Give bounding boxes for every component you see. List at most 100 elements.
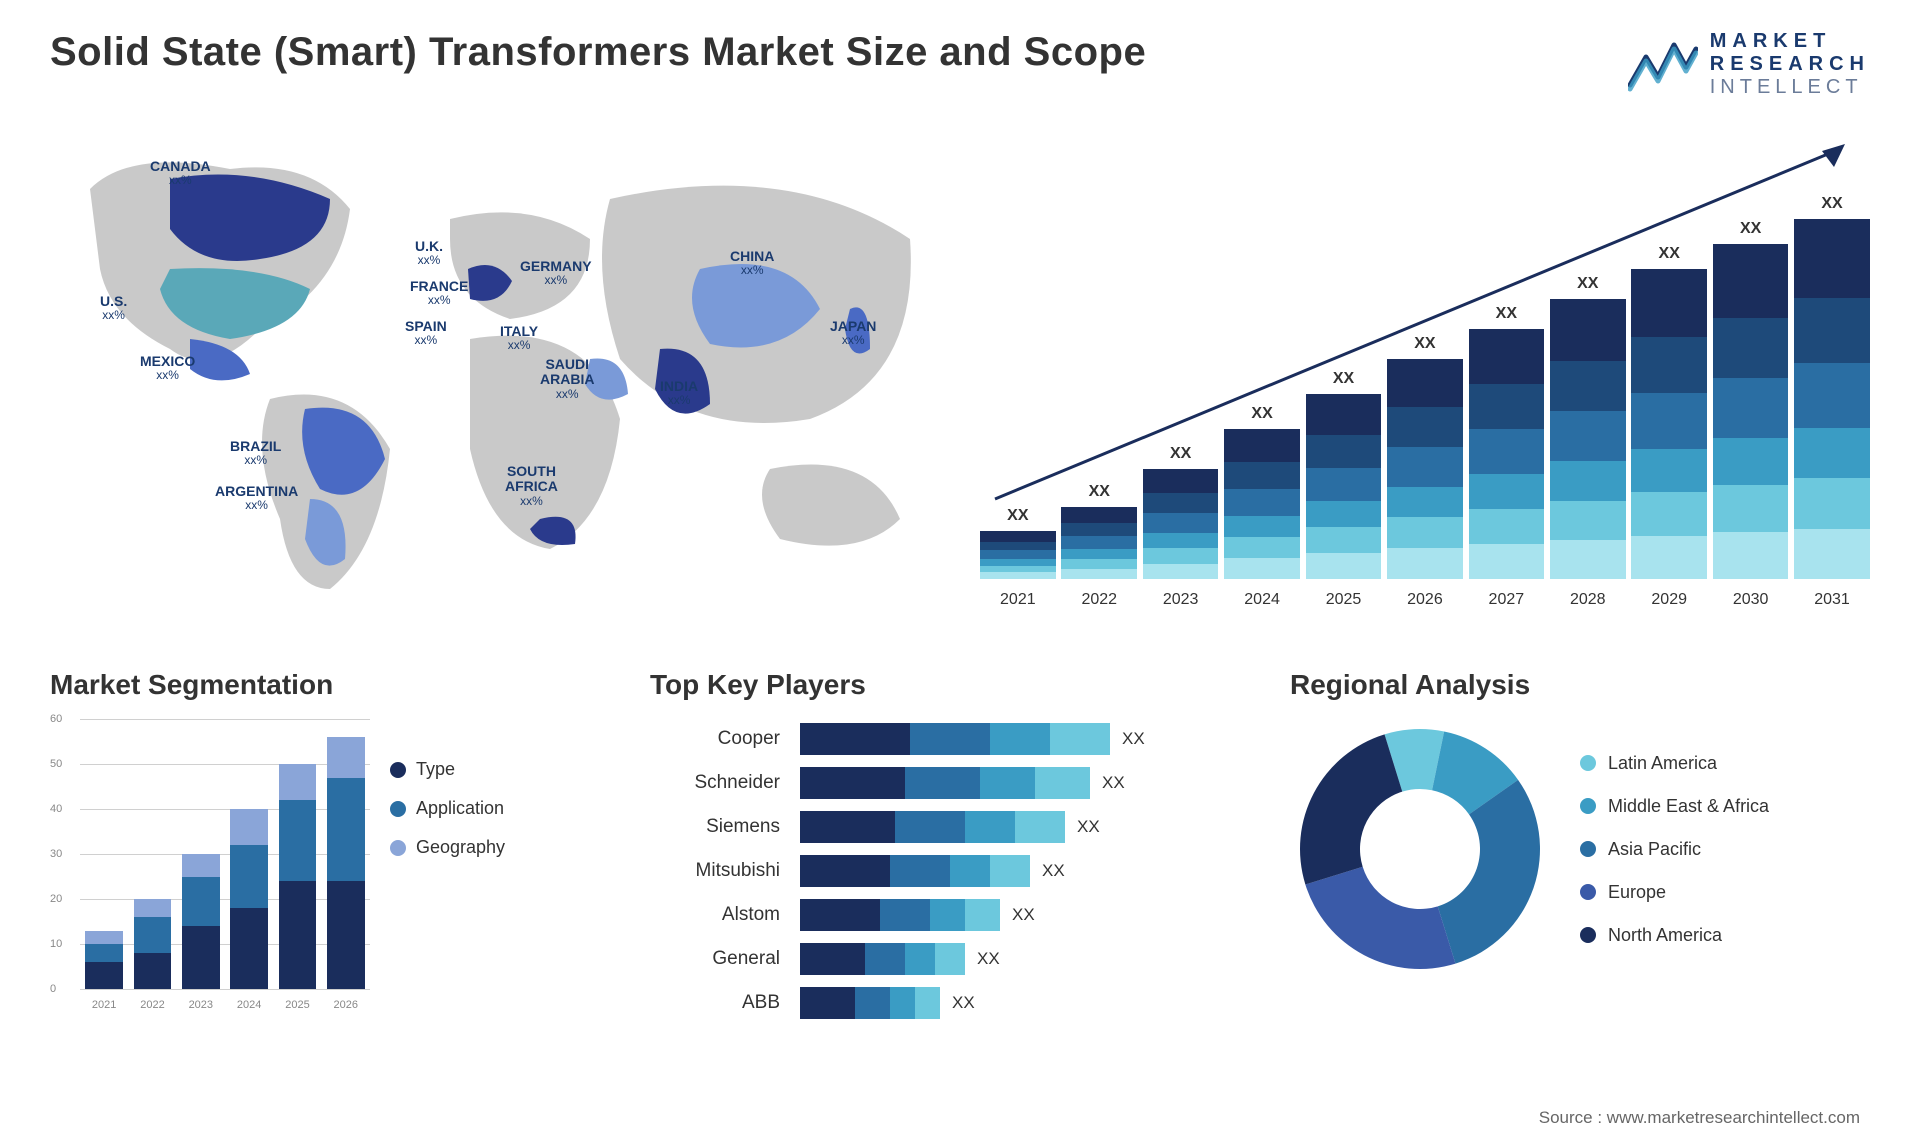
logo-icon	[1628, 37, 1698, 93]
seg-segment	[134, 953, 172, 989]
forecast-segment	[980, 566, 1056, 573]
segmentation-title: Market Segmentation	[50, 669, 610, 701]
kp-value-label: XX	[1012, 905, 1035, 925]
regional-legend-item: Asia Pacific	[1580, 839, 1769, 860]
forecast-segment	[1794, 529, 1870, 579]
seg-y-label: 0	[50, 983, 56, 995]
seg-segment	[182, 926, 220, 989]
forecast-segment	[1631, 536, 1707, 579]
forecast-segment	[1631, 393, 1707, 449]
forecast-bar: XX	[980, 507, 1056, 579]
forecast-segment	[1550, 299, 1626, 361]
page-title: Solid State (Smart) Transformers Market …	[50, 30, 1146, 75]
forecast-year-label: 2029	[1631, 591, 1707, 609]
seg-segment	[230, 809, 268, 845]
forecast-bar: XX	[1794, 195, 1870, 579]
regional-legend-item: Latin America	[1580, 753, 1769, 774]
kp-segment	[865, 943, 905, 975]
kp-segment	[915, 987, 940, 1019]
swatch-icon	[1580, 755, 1596, 771]
forecast-value-label: XX	[1251, 405, 1272, 423]
forecast-value-label: XX	[1577, 275, 1598, 293]
kp-segment	[800, 723, 910, 755]
forecast-year-label: 2030	[1713, 591, 1789, 609]
forecast-value-label: XX	[1170, 445, 1191, 463]
forecast-year-label: 2027	[1469, 591, 1545, 609]
seg-segment	[182, 854, 220, 877]
seg-y-label: 50	[50, 758, 62, 770]
forecast-x-axis: 2021202220232024202520262027202820292030…	[980, 591, 1870, 609]
forecast-segment	[1469, 474, 1545, 509]
forecast-segment	[1224, 537, 1300, 558]
map-label: FRANCExx%	[410, 279, 468, 308]
map-label: MEXICOxx%	[140, 354, 195, 383]
seg-x-label: 2023	[182, 999, 220, 1011]
forecast-segment	[1550, 501, 1626, 540]
seg-segment	[85, 962, 123, 989]
forecast-segment	[1550, 361, 1626, 411]
forecast-bar: XX	[1550, 275, 1626, 579]
keyplayers-bars: XXXXXXXXXXXXXX	[800, 719, 1250, 1019]
forecast-segment	[980, 531, 1056, 542]
forecast-segment	[1469, 544, 1545, 579]
kp-label: Siemens	[650, 811, 780, 843]
kp-row: XX	[800, 767, 1250, 799]
map-label: U.S.xx%	[100, 294, 127, 323]
kp-segment	[895, 811, 965, 843]
swatch-icon	[1580, 927, 1596, 943]
forecast-segment	[1224, 489, 1300, 516]
kp-value-label: XX	[1122, 729, 1145, 749]
seg-x-label: 2026	[327, 999, 365, 1011]
seg-legend-item: Application	[390, 798, 505, 819]
forecast-segment	[1713, 438, 1789, 485]
keyplayers-title: Top Key Players	[650, 669, 1250, 701]
forecast-segment	[1550, 461, 1626, 500]
swatch-icon	[1580, 798, 1596, 814]
kp-segment	[800, 767, 905, 799]
forecast-segment	[980, 559, 1056, 566]
map-label: SAUDIARABIAxx%	[540, 357, 594, 401]
forecast-segment	[1713, 244, 1789, 318]
kp-segment	[800, 987, 855, 1019]
map-label: ARGENTINAxx%	[215, 484, 298, 513]
forecast-segment	[1306, 468, 1382, 501]
forecast-segment	[980, 550, 1056, 559]
kp-value-label: XX	[1102, 773, 1125, 793]
seg-bar	[230, 809, 268, 989]
kp-segment	[905, 943, 935, 975]
forecast-segment	[1387, 487, 1463, 518]
swatch-icon	[1580, 841, 1596, 857]
regional-legend-item: Middle East & Africa	[1580, 796, 1769, 817]
seg-segment	[327, 881, 365, 989]
legend-label: Europe	[1608, 882, 1666, 903]
forecast-value-label: XX	[1821, 195, 1842, 213]
forecast-segment	[1306, 501, 1382, 527]
seg-bar	[134, 899, 172, 989]
kp-bar	[800, 767, 1090, 799]
seg-bar	[327, 737, 365, 989]
seg-y-label: 20	[50, 893, 62, 905]
keyplayers-labels: CooperSchneiderSiemensMitsubishiAlstomGe…	[650, 719, 780, 1019]
forecast-bar: XX	[1387, 335, 1463, 579]
kp-segment	[930, 899, 965, 931]
forecast-segment	[1061, 549, 1137, 559]
forecast-segment	[1794, 363, 1870, 428]
map-label: CANADAxx%	[150, 159, 211, 188]
map-label: BRAZILxx%	[230, 439, 281, 468]
seg-segment	[279, 881, 317, 989]
map-label: SPAINxx%	[405, 319, 447, 348]
kp-row: XX	[800, 723, 1250, 755]
forecast-segment	[1306, 527, 1382, 553]
forecast-year-label: 2024	[1224, 591, 1300, 609]
kp-segment	[890, 855, 950, 887]
forecast-year-label: 2022	[1061, 591, 1137, 609]
forecast-year-label: 2028	[1550, 591, 1626, 609]
forecast-bar: XX	[1713, 220, 1789, 579]
seg-segment	[85, 931, 123, 945]
map-label: ITALYxx%	[500, 324, 538, 353]
seg-segment	[327, 778, 365, 882]
forecast-segment	[1143, 469, 1219, 493]
forecast-segment	[1061, 507, 1137, 523]
forecast-value-label: XX	[1333, 370, 1354, 388]
seg-legend-item: Type	[390, 759, 505, 780]
